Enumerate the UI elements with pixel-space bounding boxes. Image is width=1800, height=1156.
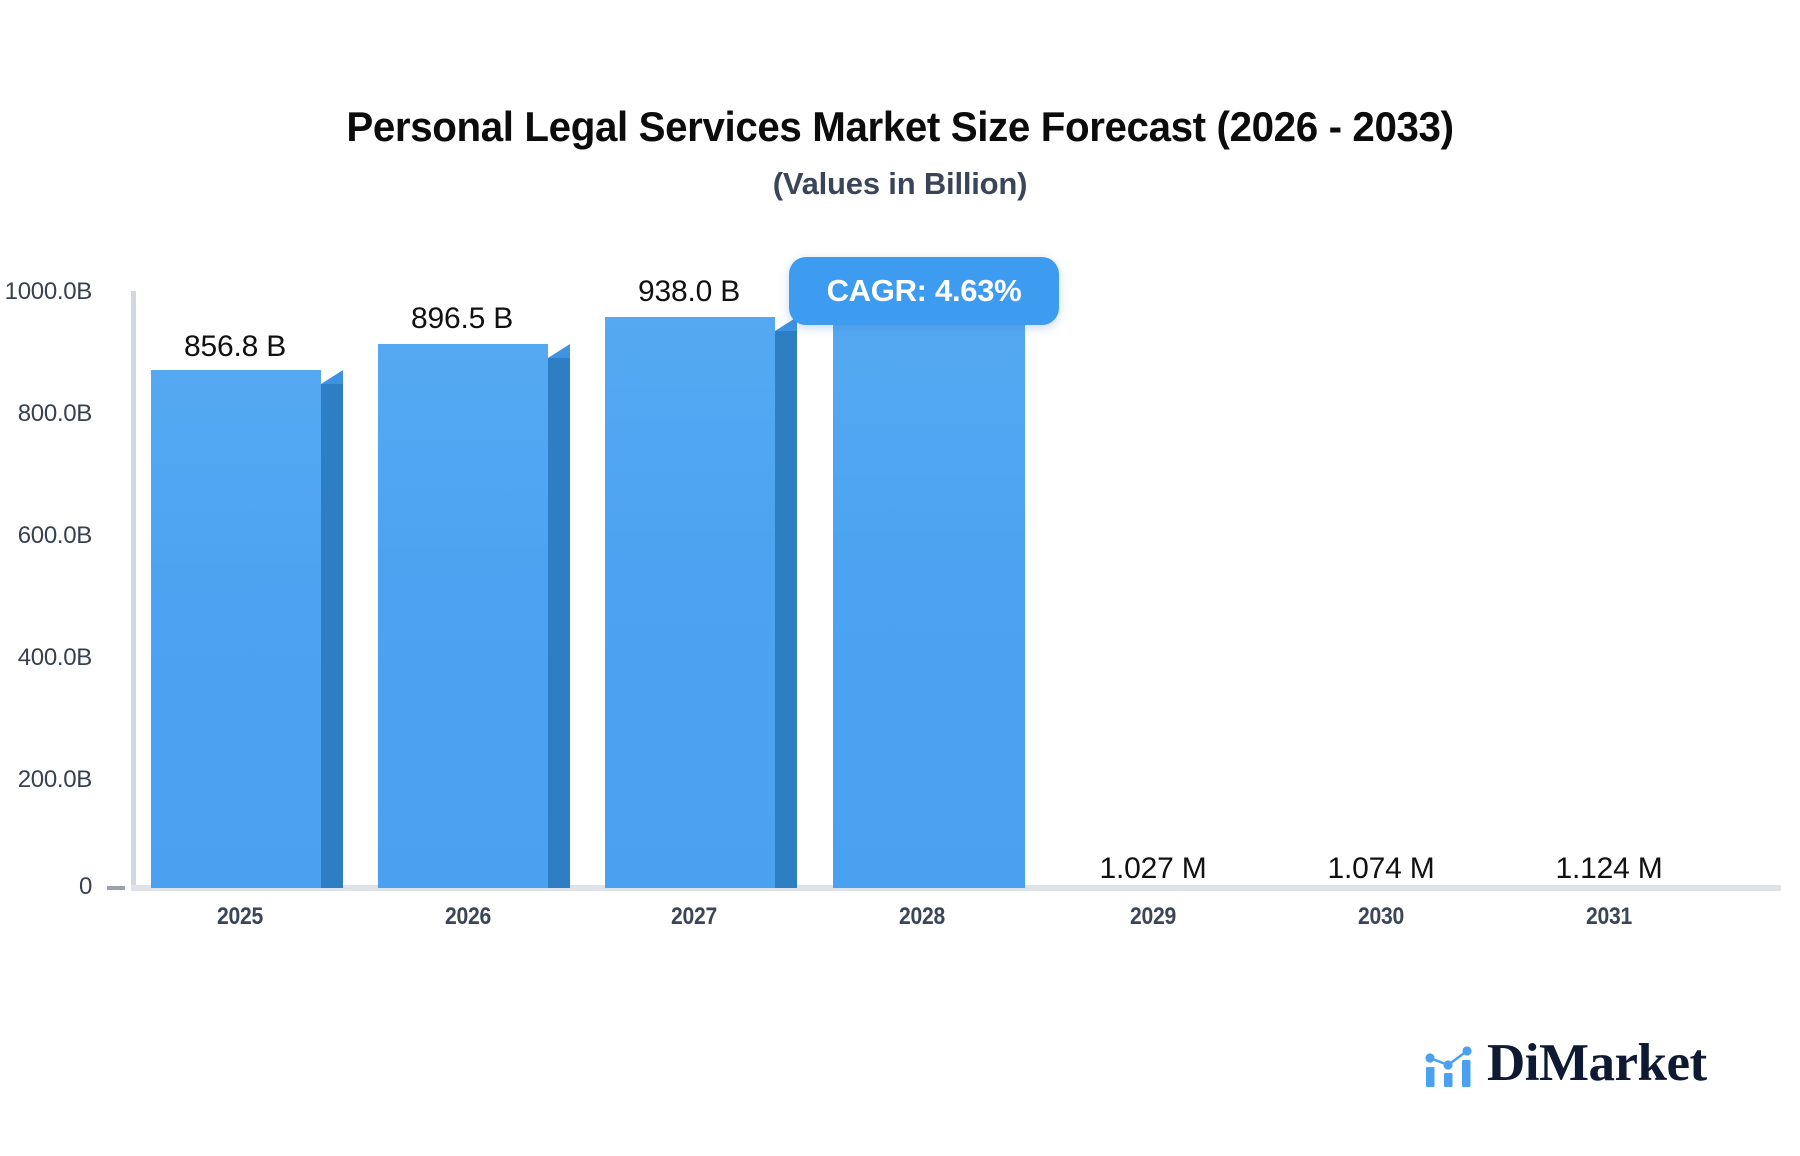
dimarket-logo-text: DiMarket: [1487, 1034, 1707, 1092]
bar-side-face: [775, 331, 797, 888]
chart-subtitle: (Values in Billion): [772, 166, 1028, 202]
bar-2028: [833, 320, 1025, 888]
x-tick-label: 2027: [671, 903, 717, 930]
bar-front-face: [833, 320, 1025, 888]
x-tick-label: 2028: [899, 903, 945, 930]
bar-value-label: 896.5 B: [410, 302, 514, 335]
bar-chart-logo-icon: [1425, 1045, 1472, 1087]
dimarket-logo: DiMarket: [1424, 1037, 1707, 1090]
x-tick-label: 2030: [1358, 903, 1404, 930]
bar-front-face: [605, 317, 775, 888]
bar-2026: [378, 344, 570, 888]
y-tick-label: 0: [78, 873, 92, 900]
y-axis-line: [131, 291, 136, 889]
small-value-label: 1.074 M: [1327, 852, 1435, 885]
x-tick-label: 2029: [1130, 903, 1176, 930]
bar-side-face: [548, 358, 570, 888]
x-axis-baseline: [131, 885, 1781, 891]
y-tick-label: 1000.0B: [4, 278, 93, 305]
x-tick-label: 2031: [1586, 903, 1632, 930]
chart-title: Personal Legal Services Market Size Fore…: [346, 103, 1454, 150]
y-tick-label: 200.0B: [17, 766, 93, 793]
bar-value-label: 856.8 B: [183, 330, 287, 363]
y-tick-label: 400.0B: [17, 644, 93, 671]
bar-side-face: [321, 384, 343, 888]
x-tick-label: 2026: [445, 903, 491, 930]
y-tick-label: 600.0B: [17, 522, 93, 549]
bar-top-cap: [548, 344, 570, 358]
cagr-badge: CAGR: 4.63%: [789, 257, 1059, 325]
bar-2025: [151, 370, 343, 888]
small-value-label: 1.124 M: [1555, 852, 1663, 885]
chart-header: Personal Legal Services Market Size Fore…: [0, 103, 1800, 202]
bar-front-face: [151, 370, 321, 888]
cagr-badge-label: CAGR: 4.63%: [826, 273, 1022, 308]
bar-value-label: 938.0 B: [637, 275, 741, 308]
bar-top-cap: [321, 370, 343, 384]
y-tick-label: 800.0B: [17, 400, 93, 427]
small-value-label: 1.027 M: [1099, 852, 1207, 885]
bar-front-face: [378, 344, 548, 888]
y-tick-dash: [107, 886, 125, 890]
x-tick-label: 2025: [217, 903, 263, 930]
bar-2027: [605, 317, 797, 888]
